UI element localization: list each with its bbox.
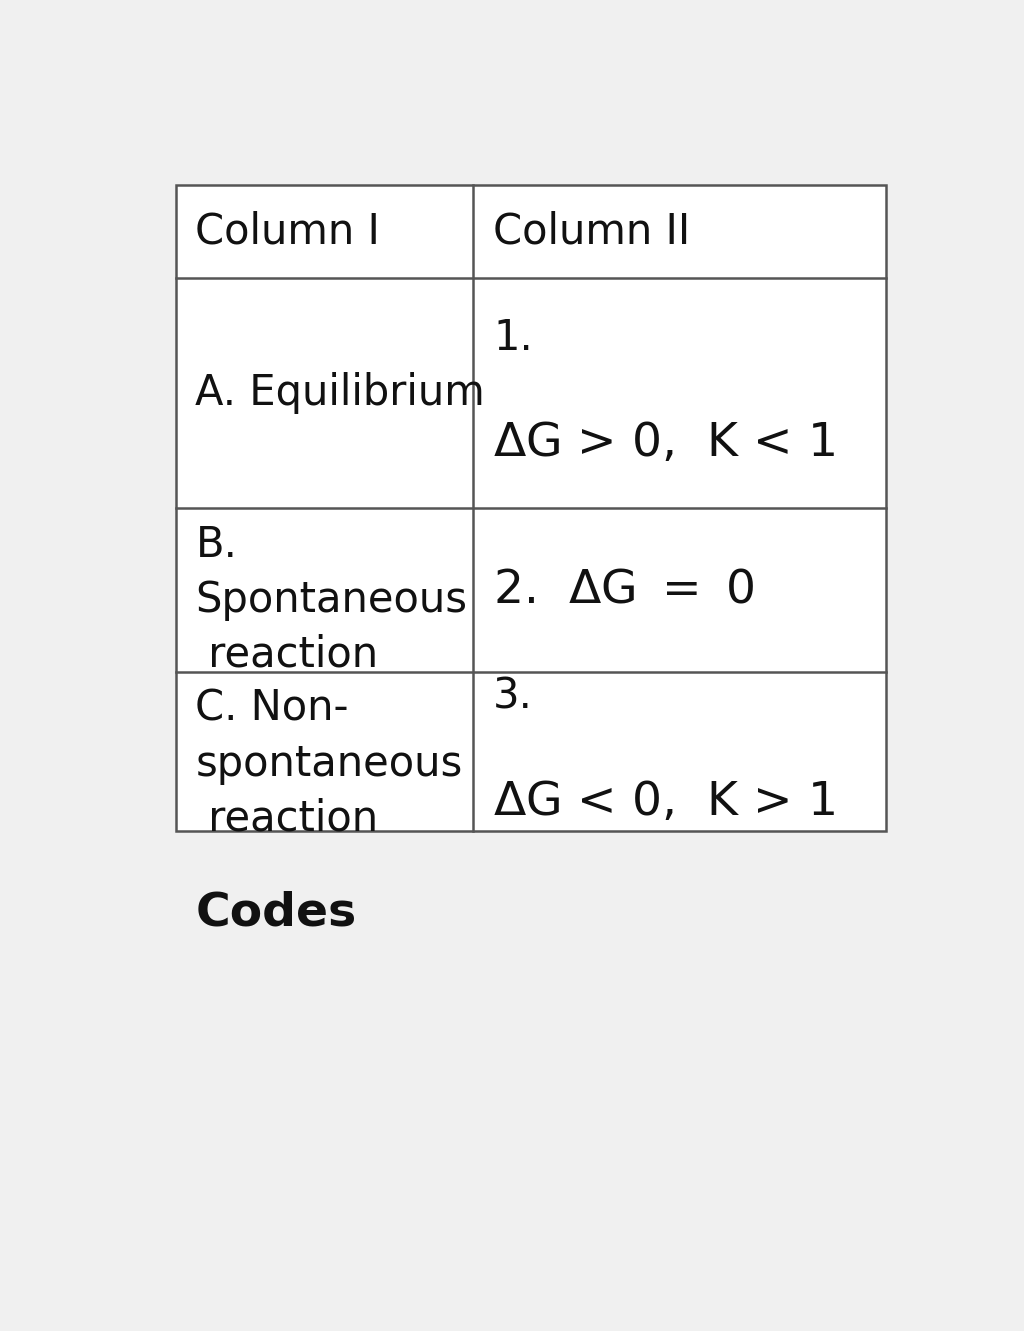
Text: 2.  $\mathdefault{\Delta}$G $=$ 0: 2. $\mathdefault{\Delta}$G $=$ 0 xyxy=(494,567,754,612)
Text: 1.: 1. xyxy=(494,317,532,359)
Text: 3.: 3. xyxy=(494,676,532,717)
Text: $\mathdefault{\Delta}$G < 0,  K > 1: $\mathdefault{\Delta}$G < 0, K > 1 xyxy=(494,780,836,825)
Text: C. Non-
spontaneous
 reaction: C. Non- spontaneous reaction xyxy=(196,688,463,840)
Text: Codes: Codes xyxy=(196,890,356,936)
Text: B.
Spontaneous
 reaction: B. Spontaneous reaction xyxy=(196,523,467,676)
Text: $\mathdefault{\Delta}$G > 0,  K < 1: $\mathdefault{\Delta}$G > 0, K < 1 xyxy=(494,421,836,466)
Text: A. Equilibrium: A. Equilibrium xyxy=(196,371,485,414)
Bar xyxy=(176,185,886,831)
Text: Column II: Column II xyxy=(494,210,690,253)
Text: Column I: Column I xyxy=(196,210,380,253)
